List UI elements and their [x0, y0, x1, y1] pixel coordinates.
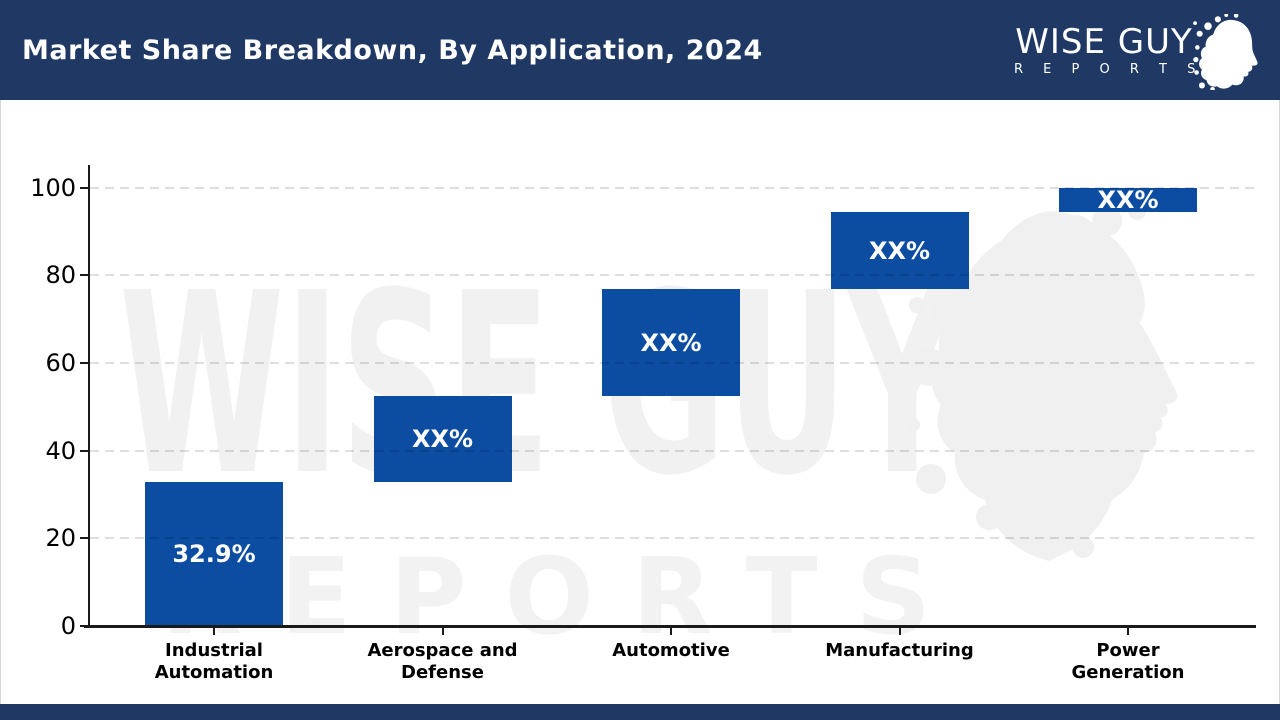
bar-value-label: XX% [1097, 185, 1159, 214]
header-bar: Market Share Breakdown, By Application, … [0, 0, 1280, 100]
x-category-label: Aerospace and Defense [367, 640, 518, 683]
y-tick-mark [80, 537, 89, 540]
x-category-label: Manufacturing [825, 640, 974, 661]
bar-power-generation: XX% [1059, 185, 1197, 214]
gridline-y-20 [90, 537, 1254, 540]
watermark-text-1: WISE GUY [119, 239, 957, 530]
dotted-head-profile-icon [1193, 14, 1258, 90]
y-tick-mark [80, 362, 89, 365]
y-tick-mark [80, 186, 89, 189]
y-tick-label: 40 [45, 436, 76, 465]
bar-aerospace-and-defense: XX% [373, 395, 512, 482]
gridline-y-60 [90, 362, 1254, 365]
bar-value-label: XX% [640, 328, 702, 357]
gridline-y-40 [90, 449, 1254, 452]
x-tick-mark [898, 627, 901, 635]
gridline-y-100 [90, 186, 1254, 189]
y-tick-mark [80, 449, 89, 452]
y-tick-label: 0 [60, 612, 76, 640]
brand-logo: WISE GUY R E P O R T S [1014, 14, 1266, 90]
bar-value-label: XX% [411, 424, 474, 453]
x-tick-mark [1127, 627, 1129, 635]
y-axis-line [88, 165, 90, 627]
y-tick-label: 60 [45, 349, 76, 378]
x-axis-line [84, 625, 1256, 628]
y-tick-mark [80, 274, 89, 277]
x-tick-mark [441, 627, 444, 635]
brand-name: WISE GUY [1015, 22, 1193, 62]
y-tick-label: 20 [45, 524, 76, 553]
page-title: Market Share Breakdown, By Application, … [22, 34, 763, 66]
y-tick-label: 80 [45, 261, 76, 290]
brand-subtitle: R E P O R T S [1014, 62, 1204, 77]
gridline-y-80 [90, 274, 1254, 277]
watermark-text-2: REPORTS [161, 536, 970, 658]
bar-value-label: XX% [868, 236, 931, 265]
footer-bar [0, 704, 1280, 720]
bar-industrial-automation: 32.9% [145, 481, 283, 626]
x-tick-mark [670, 627, 672, 635]
chart-plot-area: WISE GUY REPORTS 0 20 40 60 80 100 32.9% Indust… [0, 100, 1280, 704]
brand-logo-text: WISE GUY R E P O R T S [1014, 22, 1204, 78]
bar-value-label: 32.9% [172, 539, 256, 568]
x-category-label: Automotive [612, 640, 730, 661]
x-category-label: Industrial Automation [154, 640, 274, 683]
x-category-label: Power Generation [1071, 640, 1185, 683]
watermark-head-icon [906, 202, 1178, 561]
y-tick-mark [80, 625, 89, 627]
bar-manufacturing: XX% [830, 212, 969, 290]
x-tick-mark [213, 627, 215, 635]
y-tick-label: 100 [30, 173, 76, 202]
bar-automotive: XX% [602, 289, 740, 396]
